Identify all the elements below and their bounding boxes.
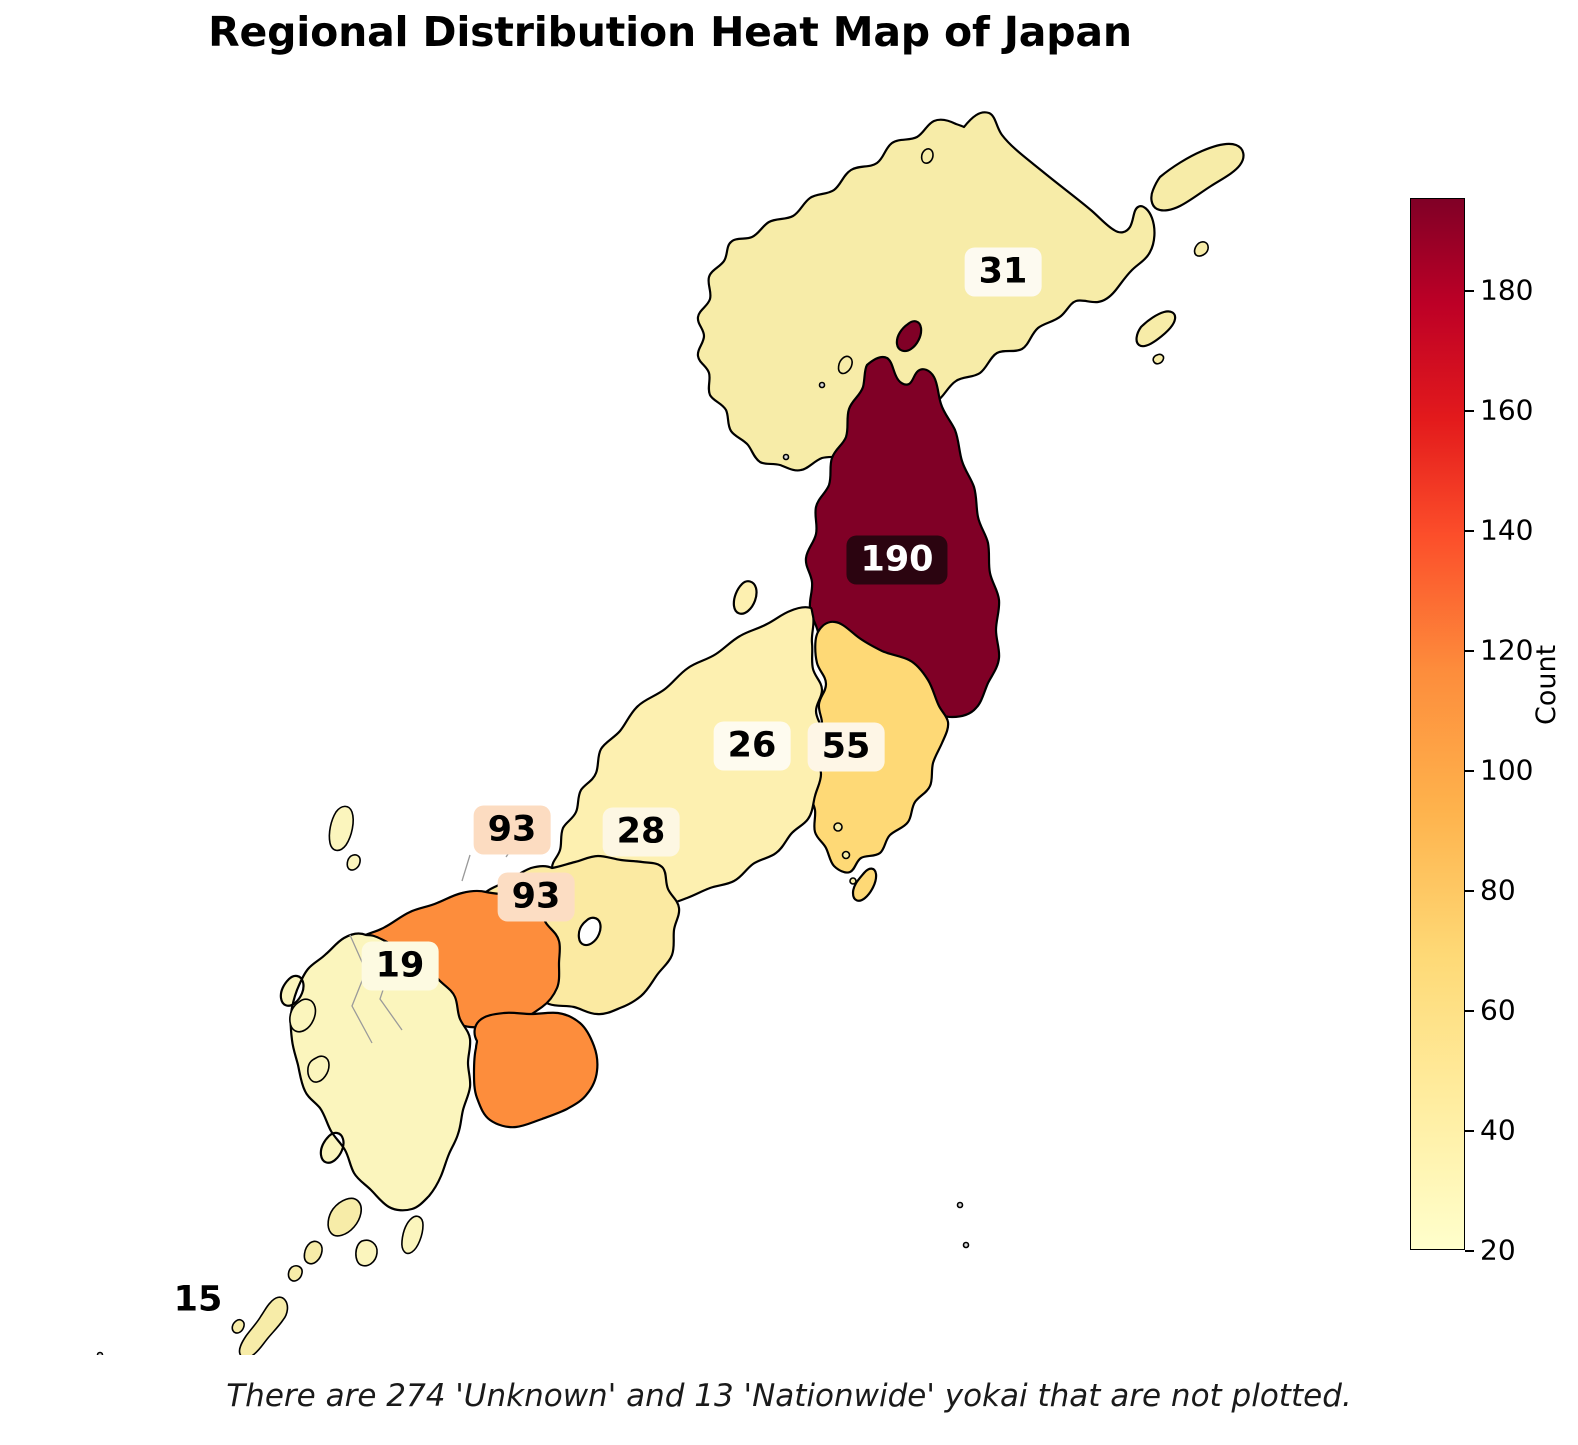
colorbar-tick [1465, 1250, 1474, 1252]
colorbar-tick [1465, 410, 1474, 412]
map-svg [0, 55, 1390, 1355]
region-value-hokkaido: 31 [964, 247, 1042, 297]
islet-kume [231, 1319, 245, 1334]
colorbar-tick-label-160: 160 [1480, 393, 1534, 427]
colorbar-tick-label-60: 60 [1480, 993, 1516, 1027]
page-title: Regional Distribution Heat Map of Japan [208, 8, 1132, 56]
colorbar-tick [1465, 770, 1474, 772]
colorbar-axis-label: Count [1531, 644, 1562, 725]
islet-tanegashima [401, 1215, 424, 1255]
colorbar-tick [1465, 890, 1474, 892]
region-value-chubu: 26 [713, 721, 791, 771]
islet-okushiri [837, 355, 853, 375]
colorbar-tick-label-80: 80 [1480, 873, 1516, 907]
region-shikoku[interactable] [472, 1011, 599, 1129]
islet-kunashiri-small [1193, 241, 1209, 257]
colorbar-tick-label-140: 140 [1480, 513, 1534, 547]
colorbar-tick [1465, 530, 1474, 532]
region-value-chugoku: 93 [473, 805, 551, 855]
islet-dot-ogasawara [956, 1201, 964, 1209]
figure-footnote: There are 274 'Unknown' and 13 'Nationwi… [226, 1378, 1352, 1414]
region-value-okinawa: 15 [173, 1279, 223, 1320]
japan-choropleth-map: 31 190 55 26 28 93 93 19 15 [0, 55, 1390, 1355]
subdivision-lines [349, 836, 521, 1044]
islet-okinawa-main [238, 1296, 289, 1355]
islet-goto [289, 998, 317, 1033]
islet-amakusa [307, 1055, 330, 1083]
region-value-kanto: 55 [807, 722, 885, 772]
islet-dot-izu-1 [833, 822, 843, 832]
colorbar-tick-label-100: 100 [1480, 753, 1534, 787]
colorbar-tick-label-20: 20 [1480, 1233, 1516, 1267]
islet-rishiri [920, 148, 934, 164]
colorbar-gradient[interactable] [1410, 198, 1465, 1250]
islet-dot-ogasawara-2 [962, 1241, 970, 1249]
islet-shikotan [1152, 353, 1165, 365]
islet-yakushima [355, 1239, 378, 1267]
islet-dot-north-2 [782, 453, 790, 461]
islet-dot-izu-2 [841, 850, 851, 860]
colorbar-tick [1465, 650, 1474, 652]
islet-tokunoshima [303, 1240, 323, 1265]
region-value-kyushu: 19 [361, 941, 439, 991]
region-tohoku[interactable] [804, 320, 1001, 719]
colorbar-tick [1465, 290, 1474, 292]
colorbar-tick-label-180: 180 [1480, 273, 1534, 307]
colorbar[interactable]: 20 40 60 80 100 120 140 160 180 [1410, 198, 1533, 1267]
colorbar-tick [1465, 1010, 1474, 1012]
colorbar-tick-label-40: 40 [1480, 1113, 1516, 1147]
islet-dot-west-1 [96, 1351, 104, 1355]
region-value-tohoku: 190 [846, 535, 948, 585]
colorbar-tick-label-120: 120 [1480, 633, 1534, 667]
islet-tsushima [328, 805, 354, 852]
region-value-shikoku: 93 [497, 872, 575, 922]
colorbar-tick [1465, 1130, 1474, 1132]
islet-dot-north-1 [818, 381, 826, 389]
region-value-kinki: 28 [602, 807, 680, 857]
islet-iki [346, 854, 361, 871]
islet-amami [327, 1197, 363, 1237]
islet-dot-izu-3 [849, 877, 857, 885]
islet-okinoerabu [287, 1265, 303, 1282]
